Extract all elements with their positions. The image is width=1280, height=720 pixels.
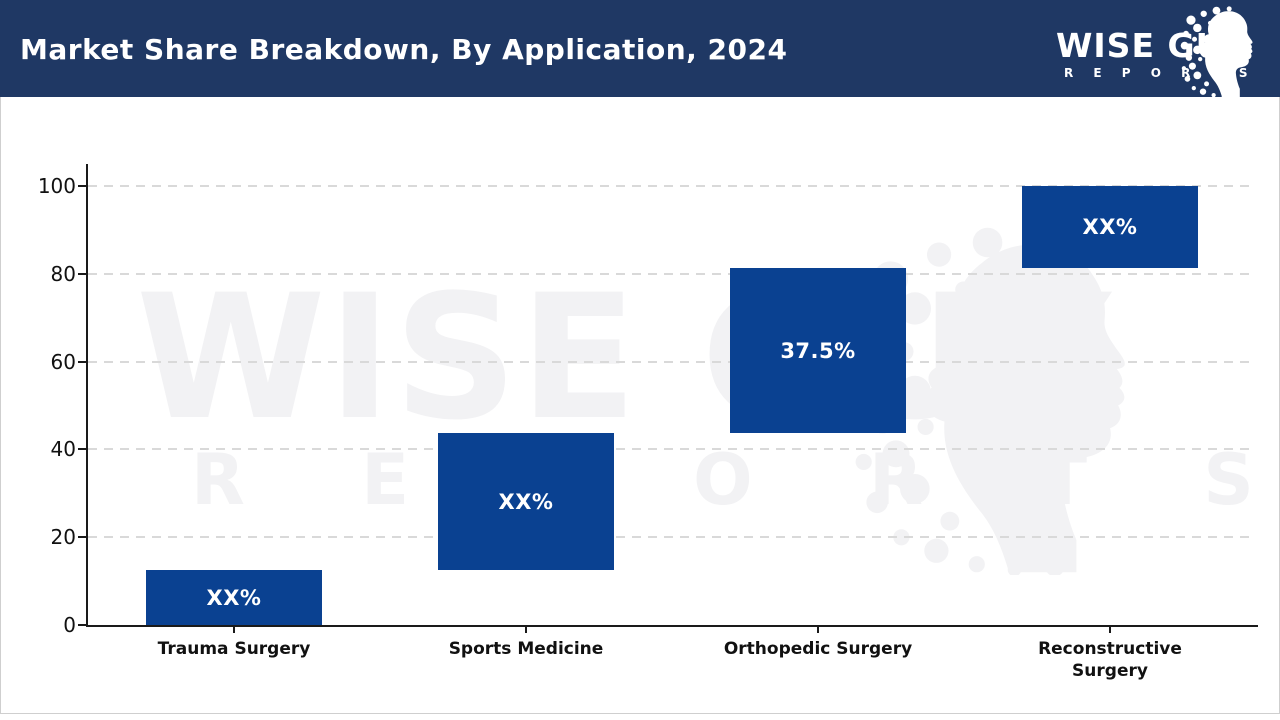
- header: Market Share Breakdown, By Application, …: [0, 0, 1280, 98]
- category-label-4: Reconstructive Surgery: [1038, 639, 1182, 681]
- category-label-2: Sports Medicine: [448, 639, 604, 659]
- y-tick-mark: [78, 272, 88, 275]
- bar-value-label: 37.5%: [780, 338, 856, 363]
- y-tick-label: 80: [50, 261, 76, 286]
- x-axis: [86, 625, 1258, 627]
- bar-reconstructive-surgery: XX%: [1022, 186, 1198, 269]
- gridline-100: [88, 185, 1256, 187]
- page-title: Market Share Breakdown, By Application, …: [20, 33, 788, 66]
- gridline-20: [88, 536, 1256, 539]
- wiseguy-head-icon: [1180, 6, 1253, 98]
- gridline-60: [88, 360, 1256, 363]
- category-label-3: Orthopedic Surgery: [723, 639, 913, 659]
- y-tick-label: 20: [50, 525, 76, 550]
- bar-sports-medicine: XX%: [438, 432, 614, 571]
- y-tick-mark: [78, 448, 88, 451]
- y-tick-label: 0: [63, 613, 76, 637]
- y-tick-label: 100: [37, 174, 76, 198]
- category-label-1: Trauma Surgery: [157, 639, 311, 659]
- y-tick-mark: [78, 185, 88, 187]
- gridline-40: [88, 448, 1256, 451]
- x-tick-mark: [525, 625, 527, 633]
- wiseguy-logo: WISE GUY R E P O R T S: [1020, 4, 1270, 98]
- bar-value-label: XX%: [1082, 215, 1138, 240]
- y-tick-mark: [78, 624, 88, 626]
- logo-subtext: R E P O R T S: [1064, 66, 1256, 80]
- y-tick-mark: [78, 536, 88, 539]
- y-tick-label: 40: [50, 437, 76, 462]
- x-tick-mark: [233, 625, 235, 633]
- bar-value-label: XX%: [498, 489, 554, 514]
- bar-trauma-surgery: XX%: [146, 570, 322, 625]
- x-tick-mark: [1109, 625, 1111, 633]
- bar-value-label: XX%: [206, 585, 262, 610]
- bar-orthopedic-surgery: 37.5%: [730, 268, 906, 433]
- y-tick-mark: [78, 360, 88, 363]
- x-tick-mark: [817, 625, 819, 633]
- y-axis: [86, 164, 88, 627]
- gridline-80: [88, 272, 1256, 275]
- y-tick-label: 60: [50, 349, 76, 374]
